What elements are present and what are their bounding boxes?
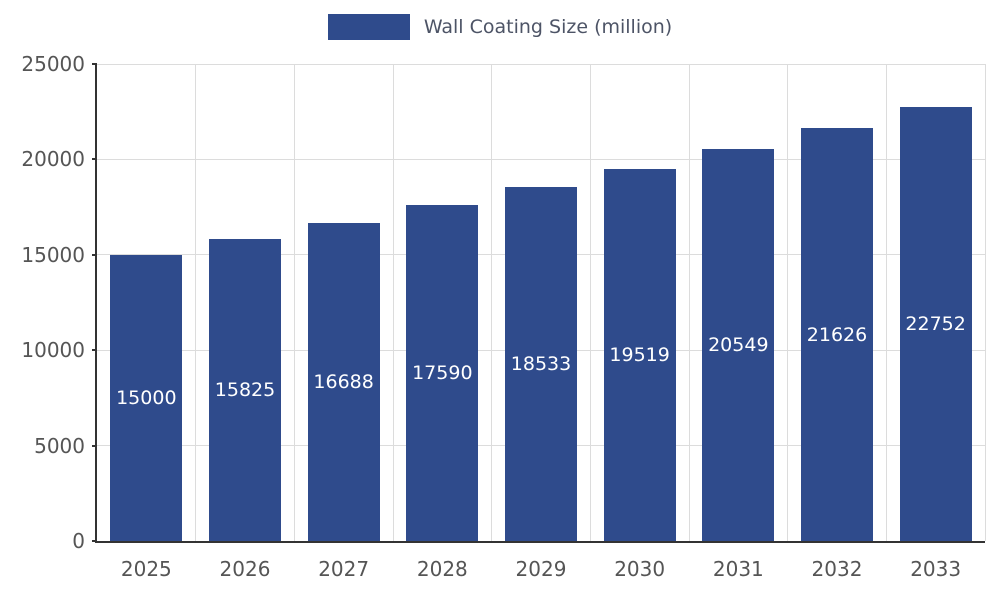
x-tick-label: 2032 xyxy=(811,557,863,581)
bar-value-label: 16688 xyxy=(313,370,374,393)
bar-value-label: 15825 xyxy=(214,379,276,402)
y-tick-mark xyxy=(92,540,97,542)
bar: 21626 xyxy=(800,128,873,541)
y-tick-label: 5000 xyxy=(34,433,85,458)
grid-line-v xyxy=(589,64,591,541)
bar-value-label: 21626 xyxy=(806,323,868,346)
y-tick-mark xyxy=(92,63,97,65)
grid-line-v xyxy=(392,64,394,541)
y-tick-label: 25000 xyxy=(21,52,85,76)
y-tick-mark xyxy=(92,349,97,352)
y-tick-mark xyxy=(92,158,97,161)
bar-value-label: 19519 xyxy=(609,343,670,366)
grid-line-v xyxy=(293,64,295,541)
x-tick-label: 2028 xyxy=(416,557,468,581)
bar: 15000 xyxy=(110,254,183,541)
grid-line-v xyxy=(984,64,986,541)
grid-line-v xyxy=(787,64,789,541)
y-tick-mark xyxy=(92,444,97,447)
x-tick-label: 2033 xyxy=(910,557,962,581)
y-tick-label: 0 xyxy=(72,529,85,553)
y-tick-label: 20000 xyxy=(21,147,85,172)
x-tick-label: 2031 xyxy=(712,557,764,581)
bar-value-label: 15000 xyxy=(116,386,177,409)
grid-line-v xyxy=(885,64,887,541)
bar-value-label: 22752 xyxy=(905,312,966,335)
grid-line-h xyxy=(97,63,985,65)
bar: 20549 xyxy=(702,148,775,541)
bar-value-label: 17590 xyxy=(412,362,473,385)
bar: 22752 xyxy=(899,106,972,541)
chart-legend: Wall Coating Size (million) xyxy=(0,14,1000,40)
bar: 19519 xyxy=(603,168,676,541)
y-tick-label: 10000 xyxy=(21,338,85,363)
grid-line-h xyxy=(97,158,985,160)
legend-label: Wall Coating Size (million) xyxy=(423,16,673,38)
grid-line-v xyxy=(491,64,493,541)
bar: 17590 xyxy=(406,205,479,541)
legend-swatch xyxy=(327,14,410,40)
plot-area: 0 5000 10000 15000 20000 25000 15000 2025 15825 2… xyxy=(21,52,986,581)
x-tick-label: 2027 xyxy=(318,557,370,581)
bar-value-label: 18533 xyxy=(510,353,572,376)
y-tick-label: 15000 xyxy=(21,242,85,267)
x-tick-label: 2030 xyxy=(614,557,666,581)
x-tick-label: 2029 xyxy=(515,557,567,581)
y-tick-mark xyxy=(92,253,97,256)
grid-line-v xyxy=(195,64,197,541)
grid-line-v xyxy=(688,64,690,541)
x-tick-label: 2025 xyxy=(120,557,172,581)
bar: 15825 xyxy=(208,239,281,541)
bar-value-label: 20549 xyxy=(708,333,769,356)
x-tick-label: 2026 xyxy=(219,557,271,581)
bar: 16688 xyxy=(307,222,380,541)
bar: 18533 xyxy=(504,187,577,541)
